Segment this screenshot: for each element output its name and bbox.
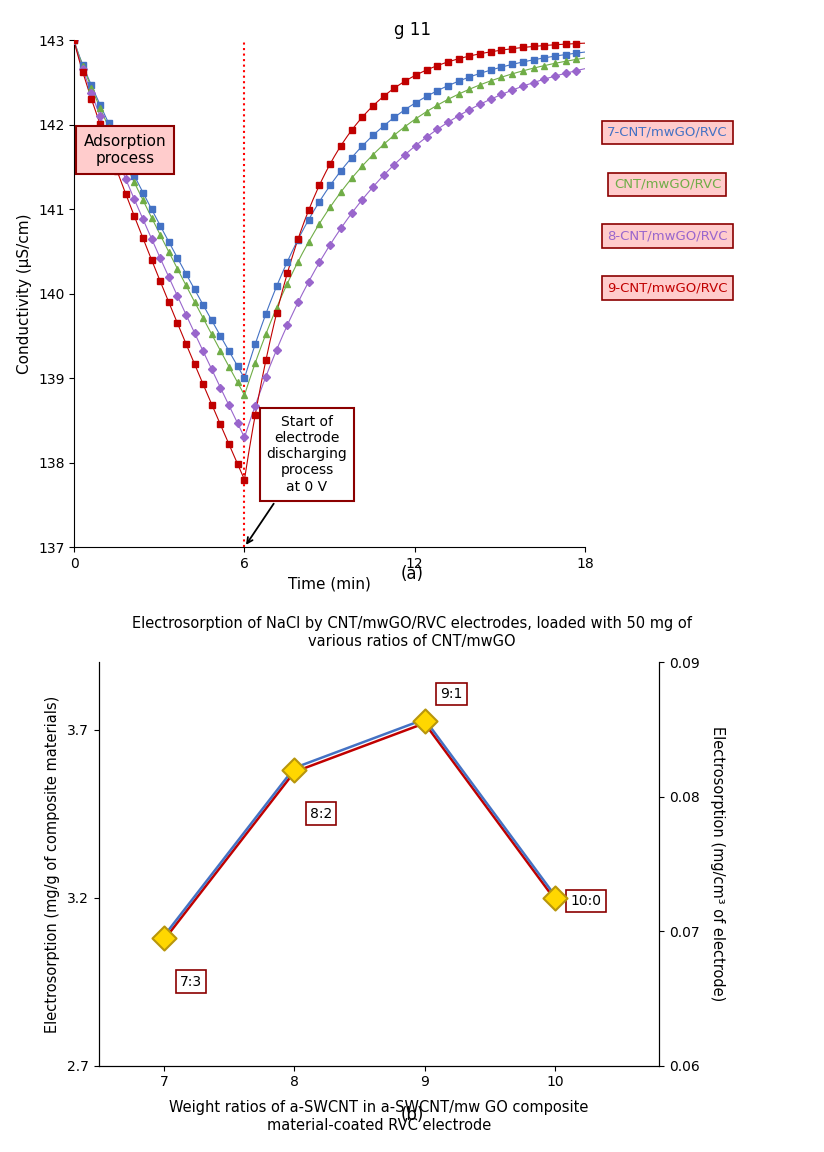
Text: Adsorption
process: Adsorption process [84,134,166,166]
Text: CNT/mwGO/RVC: CNT/mwGO/RVC [614,177,721,191]
Text: g 11: g 11 [394,21,430,39]
Text: 8-CNT/mwGO/RVC: 8-CNT/mwGO/RVC [607,229,728,243]
Text: Start of
electrode
discharging
process
at 0 V: Start of electrode discharging process a… [247,415,347,544]
Y-axis label: Conductivity (μS/cm): Conductivity (μS/cm) [17,213,32,374]
Point [157,929,171,947]
Y-axis label: Electrosorption (mg/cm³ of electrode): Electrosorption (mg/cm³ of electrode) [709,727,724,1001]
Text: 7-CNT/mwGO/RVC: 7-CNT/mwGO/RVC [607,126,728,139]
Point [288,760,301,779]
Text: 8:2: 8:2 [310,806,332,820]
Text: 10:0: 10:0 [570,894,602,908]
Text: 9-CNT/mwGO/RVC: 9-CNT/mwGO/RVC [607,281,728,295]
Text: (b): (b) [400,1106,424,1123]
Text: 9:1: 9:1 [440,688,462,702]
Y-axis label: Electrosorption (mg/g of composite materials): Electrosorption (mg/g of composite mater… [45,696,60,1032]
Text: (a): (a) [400,566,424,583]
Point [418,712,431,730]
Text: 7:3: 7:3 [180,975,202,988]
X-axis label: Time (min): Time (min) [288,576,371,591]
Text: Electrosorption of NaCl by CNT/mwGO/RVC electrodes, loaded with 50 mg of
various: Electrosorption of NaCl by CNT/mwGO/RVC … [132,616,692,649]
X-axis label: Weight ratios of a-SWCNT in a-SWCNT/mw GO composite
material-coated RVC electrod: Weight ratios of a-SWCNT in a-SWCNT/mw G… [170,1100,588,1132]
Point [548,888,561,907]
